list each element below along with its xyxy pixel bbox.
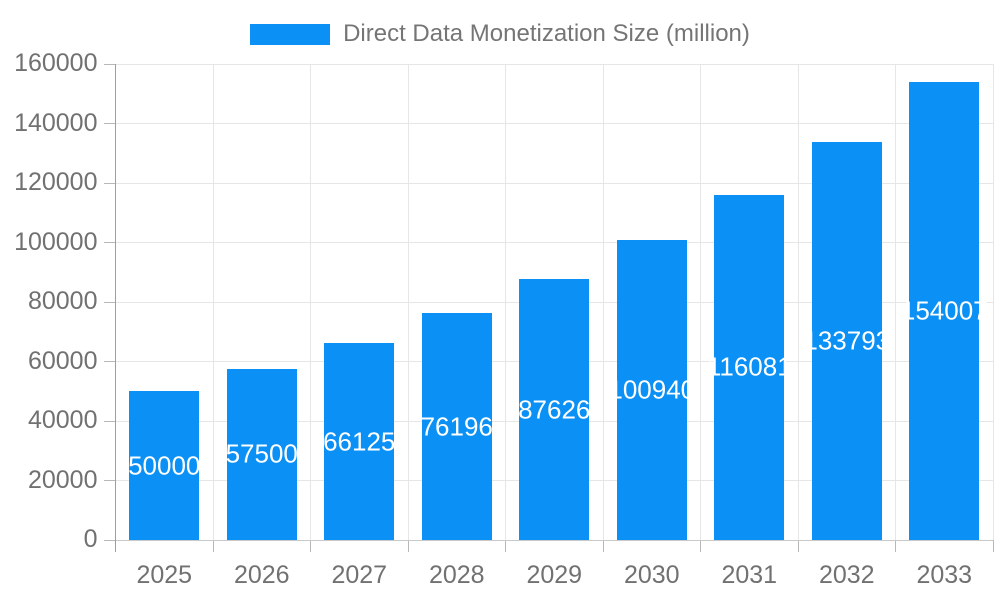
- y-axis-label: 0: [83, 524, 98, 553]
- y-axis-tick: [103, 361, 116, 362]
- legend-label: Direct Data Monetization Size (million): [343, 20, 750, 47]
- y-axis-label: 140000: [14, 108, 98, 137]
- y-axis-label: 100000: [14, 227, 98, 256]
- y-axis-label: 80000: [27, 286, 98, 315]
- vertical-gridline: [212, 64, 214, 540]
- legend-swatch: [250, 23, 331, 45]
- vertical-gridline: [407, 64, 409, 540]
- y-axis-tick: [103, 182, 116, 184]
- x-axis-tick: [797, 540, 799, 552]
- x-axis-label: 2032: [818, 561, 875, 589]
- horizontal-gridline: [115, 63, 993, 65]
- y-axis-label: 120000: [14, 167, 98, 196]
- y-axis-tick: [103, 420, 116, 422]
- x-axis-label: 2027: [331, 561, 388, 589]
- x-axis-tick: [700, 540, 701, 552]
- bar[interactable]: [226, 368, 297, 540]
- x-axis-label: 2028: [428, 561, 485, 589]
- bar[interactable]: [324, 343, 395, 540]
- x-axis-baseline: [115, 539, 993, 541]
- x-axis-tick: [505, 540, 506, 552]
- vertical-gridline: [602, 64, 604, 540]
- bar[interactable]: [909, 81, 980, 540]
- y-axis-tick: [103, 480, 116, 481]
- y-axis-tick: [103, 123, 116, 124]
- x-axis-tick: [992, 540, 994, 552]
- y-axis-label: 20000: [27, 465, 98, 494]
- bar[interactable]: [811, 141, 882, 540]
- x-axis-label: 2031: [721, 561, 778, 589]
- bar[interactable]: [129, 391, 200, 540]
- y-axis-tick: [103, 301, 116, 303]
- bar[interactable]: [616, 239, 687, 540]
- legend[interactable]: Direct Data Monetization Size (million): [0, 18, 1000, 50]
- x-axis-tick: [310, 540, 311, 552]
- vertical-gridline: [505, 64, 506, 540]
- x-axis-tick: [895, 540, 896, 552]
- y-axis-label: 160000: [14, 48, 98, 77]
- x-axis-label: 2026: [233, 561, 290, 589]
- bar[interactable]: [519, 279, 590, 540]
- bar[interactable]: [714, 194, 785, 540]
- vertical-gridline: [700, 64, 701, 540]
- vertical-gridline: [310, 64, 311, 540]
- y-axis-label: 60000: [27, 346, 98, 375]
- x-axis-label: 2030: [623, 561, 680, 589]
- y-axis-tick: [103, 539, 116, 541]
- x-axis-tick: [212, 540, 214, 552]
- x-axis-label: 2029: [526, 561, 583, 589]
- y-axis-tick: [103, 63, 116, 65]
- y-axis-line: [115, 64, 116, 552]
- x-axis-label: 2033: [916, 561, 973, 589]
- x-axis-label: 2025: [136, 561, 193, 589]
- x-axis-tick: [602, 540, 604, 552]
- vertical-gridline: [992, 64, 994, 540]
- bar[interactable]: [421, 313, 492, 540]
- horizontal-gridline: [115, 182, 993, 184]
- horizontal-gridline: [115, 242, 993, 243]
- x-axis-tick: [407, 540, 409, 552]
- y-axis-label: 40000: [27, 405, 98, 434]
- y-axis-tick: [103, 242, 116, 243]
- vertical-gridline: [797, 64, 799, 540]
- vertical-gridline: [895, 64, 896, 540]
- horizontal-gridline: [115, 123, 993, 124]
